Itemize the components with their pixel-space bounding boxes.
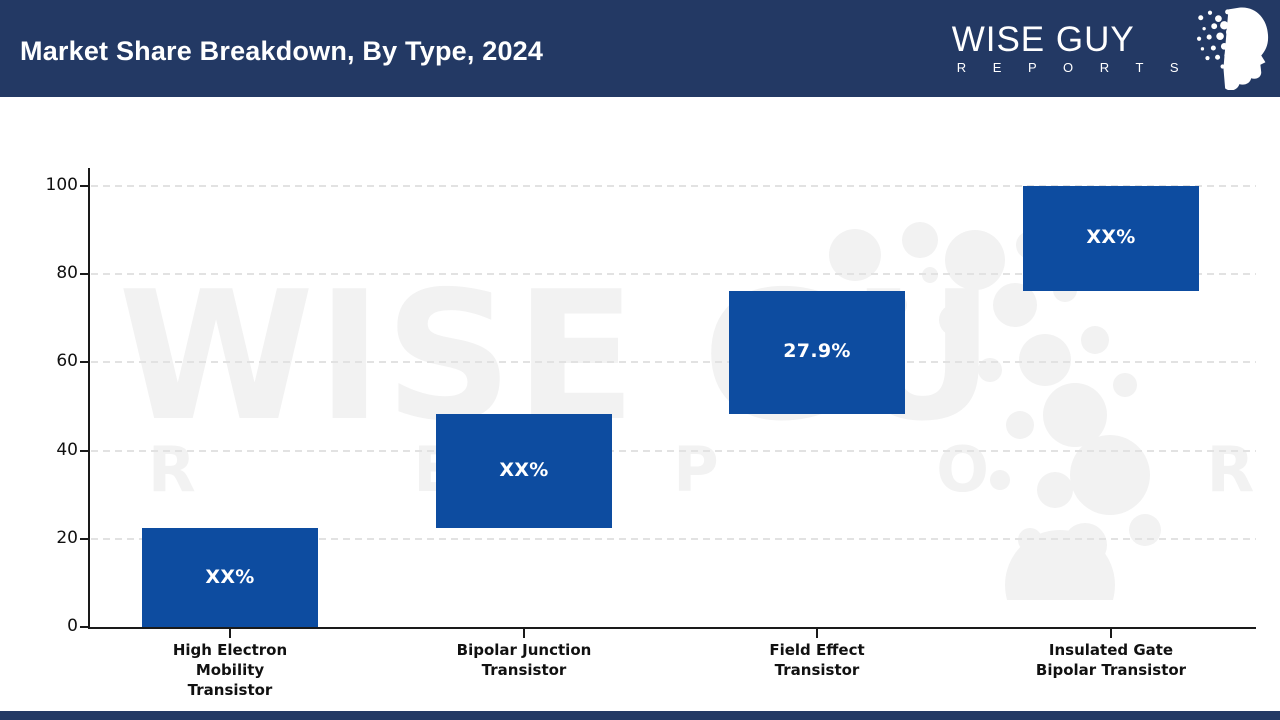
x-axis-line	[88, 627, 1256, 629]
x-tick	[1110, 629, 1112, 638]
bar-value-label: XX%	[205, 565, 255, 588]
category-label: Field Effect Transistor	[769, 641, 865, 679]
y-tick-label: 40	[56, 439, 78, 460]
logo-wordmark: WISE GUY	[951, 20, 1135, 59]
y-tick-80	[80, 273, 88, 276]
category-label: Bipolar Junction Transistor	[456, 641, 592, 679]
header-bar: Market Share Breakdown, By Type, 2024 WI…	[0, 0, 1280, 97]
category-label: High Electron Mobility Transistor	[172, 641, 288, 699]
y-tick-0	[80, 626, 88, 628]
logo-text: WISE GUY R E P O R T S	[951, 20, 1190, 76]
gridline-20	[91, 537, 1256, 540]
footer-bar	[0, 711, 1280, 720]
y-tick-label: 100	[45, 175, 78, 195]
page-title: Market Share Breakdown, By Type, 2024	[20, 36, 544, 66]
y-tick-20	[80, 537, 88, 540]
x-tick	[523, 629, 525, 638]
category-label: Insulated Gate Bipolar Transistor	[1035, 641, 1187, 679]
y-tick-label: 0	[67, 616, 78, 636]
x-tick	[816, 629, 818, 638]
bar-value-label: 27.9%	[783, 340, 851, 363]
bar	[142, 528, 318, 627]
y-tick-label: 20	[56, 527, 78, 548]
wise-guy-logo: WISE GUY R E P O R T S	[952, 6, 1270, 90]
bar	[729, 290, 905, 414]
logo-face-icon	[1196, 7, 1269, 90]
y-tick-label: 60	[56, 351, 78, 372]
gridline-100	[91, 185, 1256, 187]
y-tick-100	[80, 185, 88, 187]
bar-value-label: XX%	[1086, 226, 1136, 249]
bar-value-label: XX%	[499, 459, 549, 482]
y-tick-40	[80, 449, 88, 452]
y-axis-line	[88, 168, 90, 627]
gridline-60	[91, 361, 1256, 364]
logo-subtitle: R E P O R T S	[956, 60, 1190, 75]
y-tick-60	[80, 361, 88, 364]
bar	[1023, 186, 1199, 291]
x-tick	[229, 629, 231, 638]
y-tick-label: 80	[56, 263, 78, 284]
gridline-40	[91, 449, 1256, 452]
gridline-80	[91, 273, 1256, 276]
bar	[436, 413, 612, 529]
